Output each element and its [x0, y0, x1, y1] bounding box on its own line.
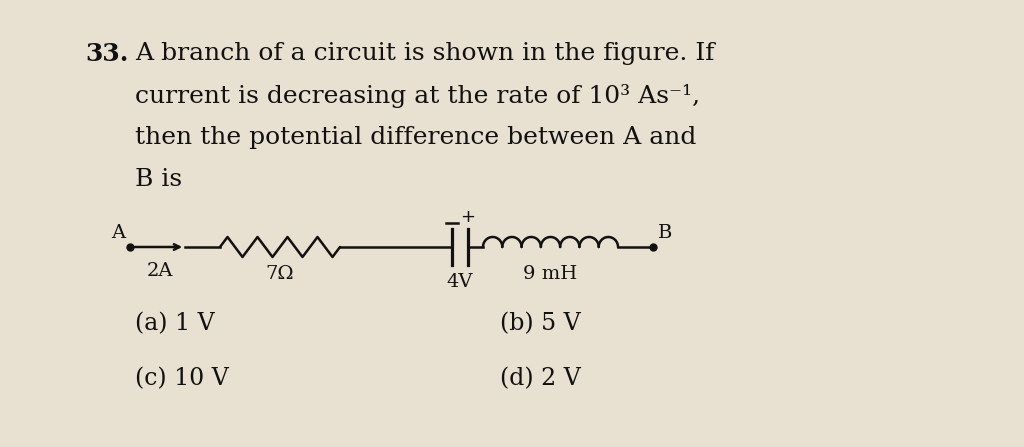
Text: (c) 10 V: (c) 10 V — [135, 367, 228, 390]
Text: B is: B is — [135, 168, 182, 191]
Text: current is decreasing at the rate of 10³ As⁻¹,: current is decreasing at the rate of 10³… — [135, 84, 700, 108]
Text: A: A — [111, 224, 125, 242]
Text: (b) 5 V: (b) 5 V — [500, 312, 581, 335]
Text: 9 mH: 9 mH — [523, 265, 578, 283]
Text: (d) 2 V: (d) 2 V — [500, 367, 581, 390]
Text: A branch of a circuit is shown in the figure. If: A branch of a circuit is shown in the fi… — [135, 42, 715, 65]
Text: 2A: 2A — [146, 262, 173, 280]
Text: +: + — [461, 208, 475, 226]
Text: B: B — [658, 224, 673, 242]
Text: then the potential difference between A and: then the potential difference between A … — [135, 126, 696, 149]
Text: (a) 1 V: (a) 1 V — [135, 312, 215, 335]
Text: 7Ω: 7Ω — [265, 265, 294, 283]
Text: 33.: 33. — [85, 42, 128, 66]
Text: 4V: 4V — [446, 273, 473, 291]
